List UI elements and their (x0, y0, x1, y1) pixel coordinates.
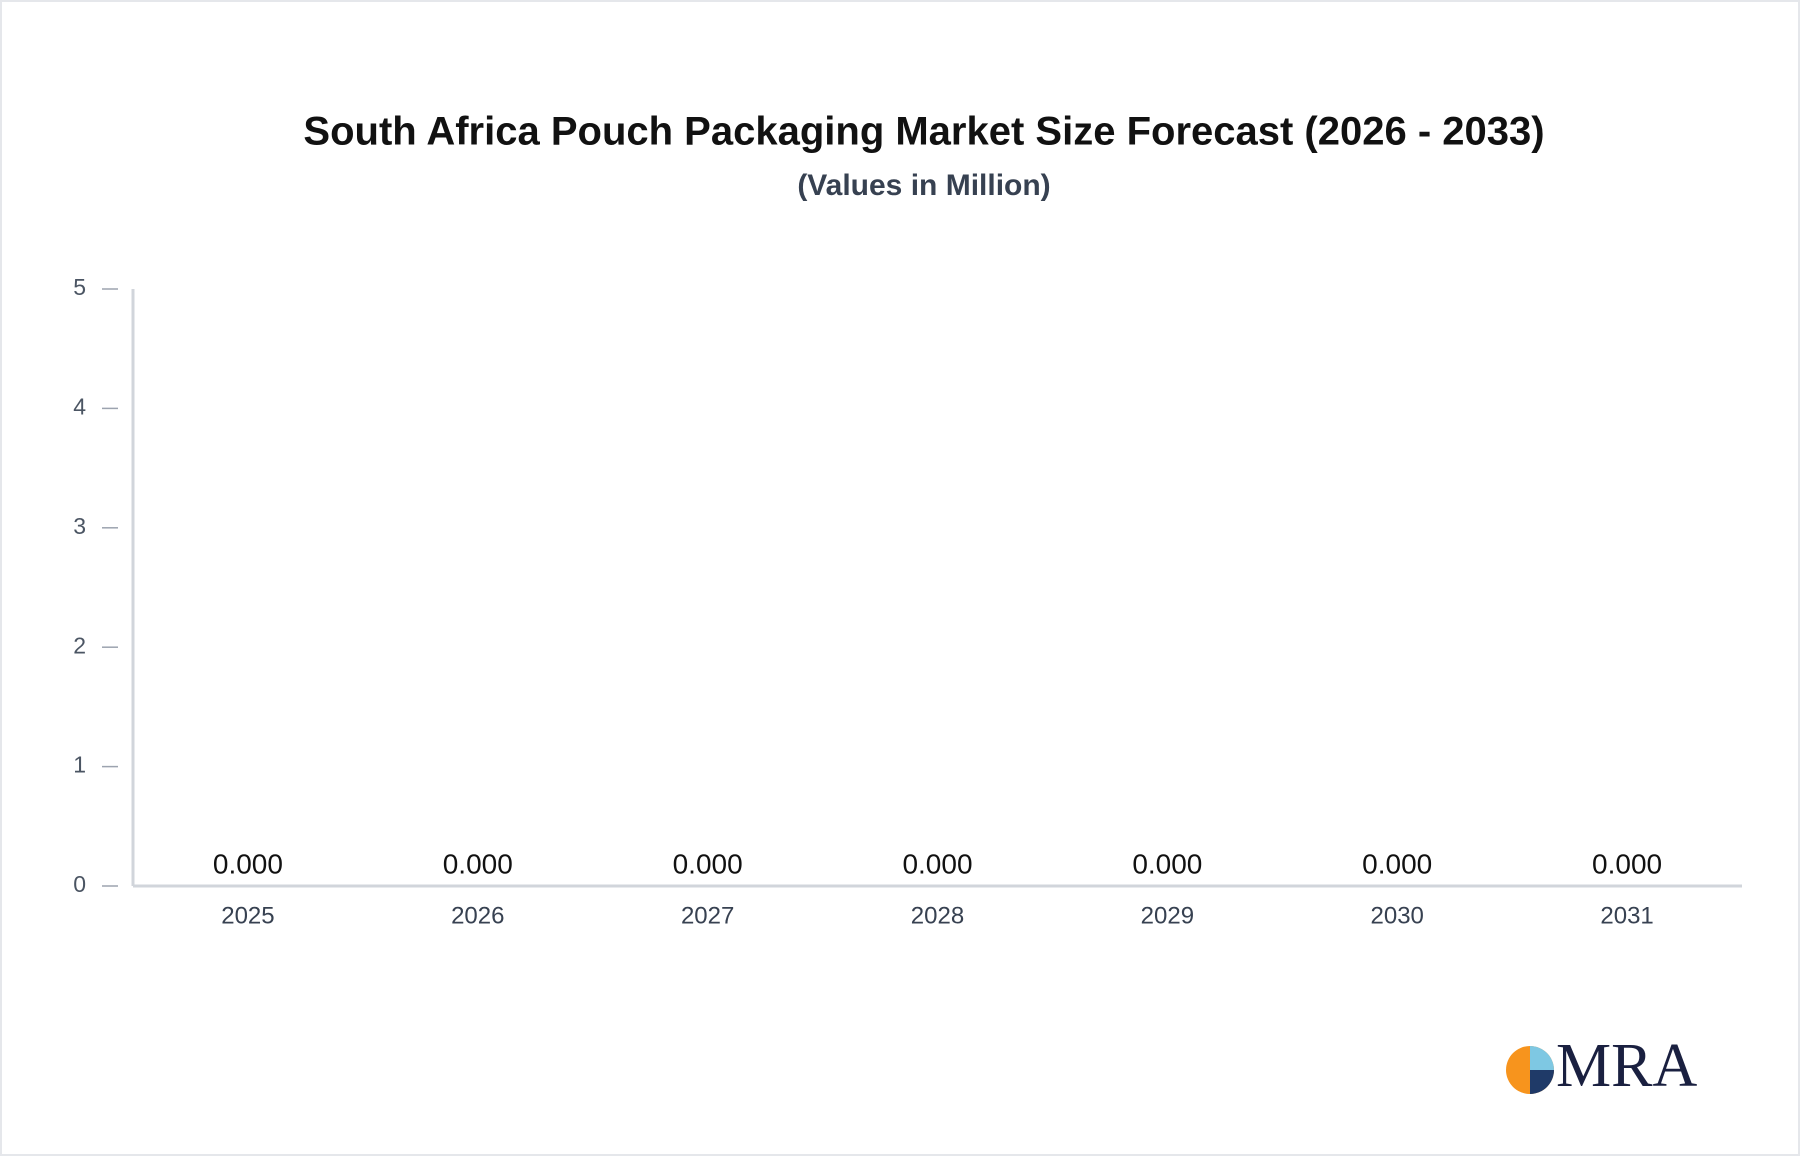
y-tick-label: 1 (73, 752, 86, 778)
y-tick-label: 3 (73, 513, 86, 539)
x-tick-label: 2026 (451, 902, 504, 929)
y-tick-label: 2 (73, 632, 86, 658)
x-tick-label: 2029 (1141, 902, 1194, 929)
value-label: 0.000 (443, 848, 513, 879)
x-tick-label: 2027 (681, 902, 734, 929)
x-tick-label: 2028 (911, 902, 964, 929)
y-tick-label: 4 (73, 393, 86, 419)
logo: MRA (1506, 1032, 1697, 1100)
value-label: 0.000 (1592, 848, 1662, 879)
value-label: 0.000 (213, 848, 283, 879)
chart-title: South Africa Pouch Packaging Market Size… (303, 110, 1544, 154)
y-tick-label: 5 (73, 274, 86, 300)
logo-text: MRA (1556, 1032, 1697, 1100)
logo-icon-slice (1530, 1070, 1554, 1094)
value-label: 0.000 (1362, 848, 1432, 879)
x-tick-label: 2025 (221, 902, 274, 929)
y-tick-label: 0 (73, 871, 86, 897)
chart-subtitle: (Values in Million) (797, 169, 1050, 202)
logo-icon-slice (1530, 1046, 1554, 1070)
x-tick-label: 2031 (1600, 902, 1653, 929)
x-tick-label: 2030 (1371, 902, 1424, 929)
value-label: 0.000 (902, 848, 972, 879)
value-label: 0.000 (673, 848, 743, 879)
value-label: 0.000 (1132, 848, 1202, 879)
